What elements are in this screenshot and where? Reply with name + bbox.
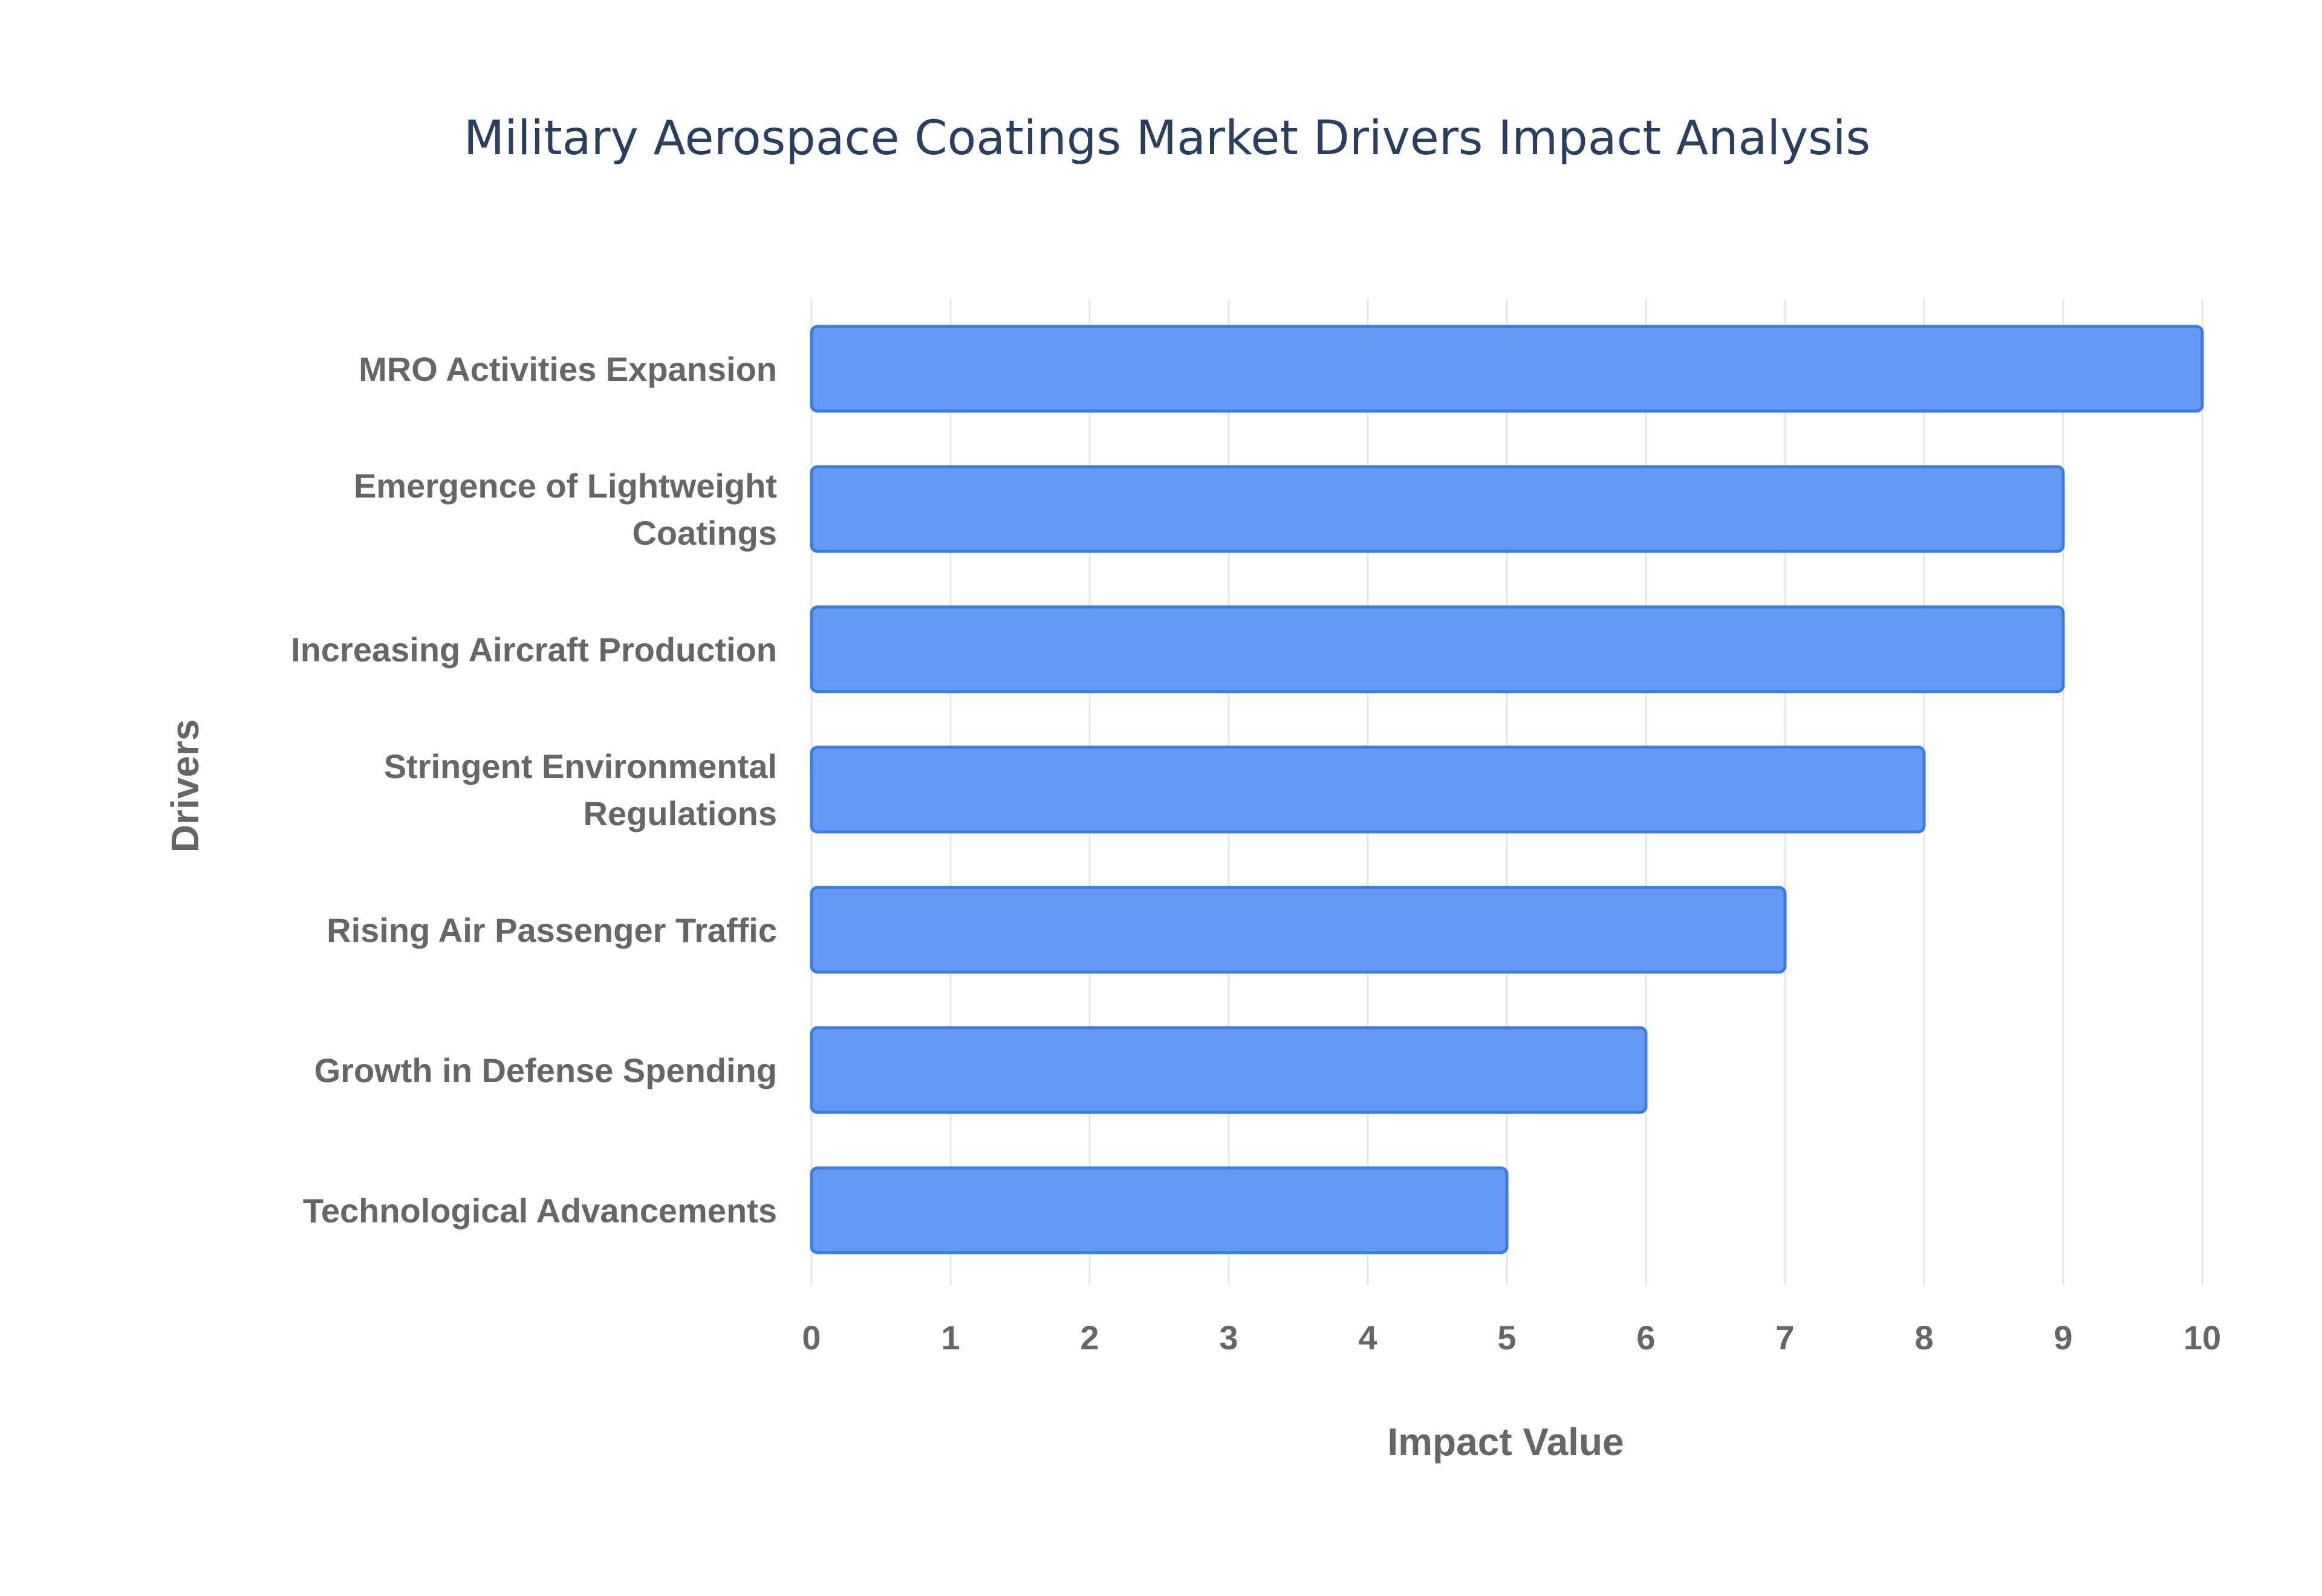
bar xyxy=(810,325,2204,413)
bar xyxy=(810,465,2065,553)
category-label: Rising Air Passenger Traffic xyxy=(327,911,777,949)
category-label-line: Stringent Environmental xyxy=(384,747,777,785)
x-tick-label: 10 xyxy=(2184,1319,2221,1357)
category-label: Growth in Defense Spending xyxy=(314,1051,777,1089)
y-axis-title: Drivers xyxy=(163,719,207,853)
x-tick-label: 1 xyxy=(941,1319,960,1357)
category-label-line: MRO Activities Expansion xyxy=(359,350,777,388)
x-tick-label: 6 xyxy=(1636,1319,1655,1357)
chart-title: Military Aerospace Coatings Market Drive… xyxy=(464,111,1870,166)
category-label: MRO Activities Expansion xyxy=(359,350,777,388)
category-label-line: Emergence of Lightweight xyxy=(354,467,777,505)
x-tick-label: 8 xyxy=(1914,1319,1933,1357)
category-label-line: Increasing Aircraft Production xyxy=(291,631,777,669)
x-axis-title: Impact Value xyxy=(1387,1420,1624,1464)
category-label-line: Growth in Defense Spending xyxy=(314,1051,777,1089)
x-tick-label: 3 xyxy=(1219,1319,1238,1357)
bars xyxy=(810,325,2204,1254)
x-tick-labels: 0 1 2 3 4 5 6 7 8 9 10 xyxy=(802,1319,2221,1357)
category-label: Technological Advancements xyxy=(303,1192,777,1230)
bar xyxy=(810,886,1787,974)
bar xyxy=(810,1026,1648,1114)
x-tick-label: 7 xyxy=(1775,1319,1794,1357)
x-tick-label: 9 xyxy=(2054,1319,2072,1357)
category-label: Increasing Aircraft Production xyxy=(291,631,777,669)
category-labels: MRO Activities Expansion Emergence of Lig… xyxy=(291,350,777,1230)
bar xyxy=(810,1166,1509,1254)
x-tick-label: 4 xyxy=(1358,1319,1377,1357)
category-label-line: Regulations xyxy=(584,794,777,832)
x-tick-label: 5 xyxy=(1497,1319,1516,1357)
category-label: Emergence of Lightweight Coatings xyxy=(354,467,777,552)
x-tick-label: 2 xyxy=(1080,1319,1099,1357)
category-label: Stringent Environmental Regulations xyxy=(384,747,777,832)
bar xyxy=(810,605,2065,693)
category-label-line: Coatings xyxy=(632,514,777,552)
x-tick-label: 0 xyxy=(802,1319,821,1357)
bar xyxy=(810,745,1926,834)
category-label-line: Rising Air Passenger Traffic xyxy=(327,911,777,949)
category-label-line: Technological Advancements xyxy=(303,1192,777,1230)
